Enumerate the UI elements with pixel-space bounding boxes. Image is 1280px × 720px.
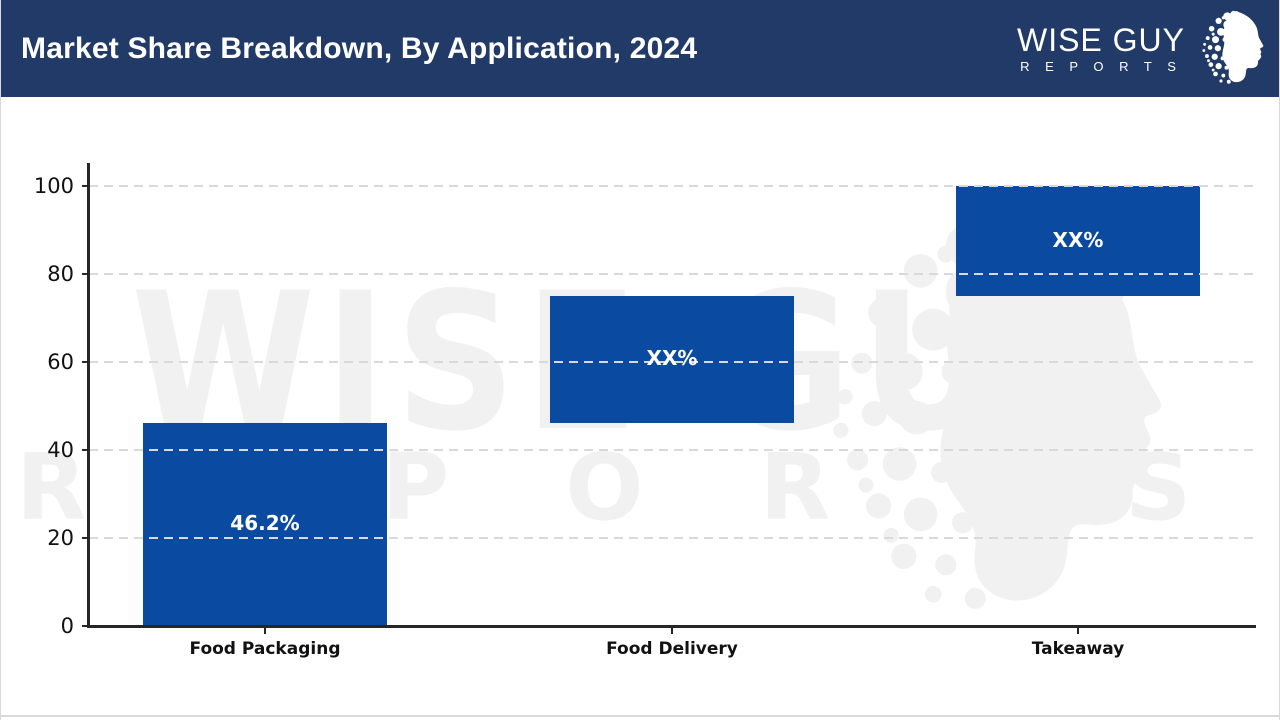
- y-tick-0: [82, 625, 89, 627]
- y-tick-100: [82, 185, 89, 187]
- y-tick-label-40: 40: [47, 438, 74, 462]
- category-label-food-delivery: Food Delivery: [606, 639, 738, 659]
- wise-guy-head-icon: [1202, 10, 1264, 84]
- y-tick-label-100: 100: [33, 174, 74, 198]
- bottom-divider: [1, 715, 1279, 717]
- bar-food-delivery[interactable]: [550, 296, 794, 423]
- gridline-100: [89, 185, 1256, 187]
- y-tick-label-20: 20: [47, 526, 74, 550]
- category-label-takeaway: Takeaway: [1031, 639, 1125, 659]
- y-tick-40: [82, 449, 89, 451]
- bar-value-label: XX%: [1052, 228, 1104, 252]
- header-bar: Market Share Breakdown, By Application, …: [1, 0, 1279, 97]
- x-tick-1: [671, 627, 673, 634]
- x-axis-spine: [87, 625, 1256, 628]
- gridline-20: [89, 537, 1256, 539]
- y-axis-spine: [87, 163, 90, 628]
- y-tick-label-60: 60: [47, 350, 74, 374]
- y-tick-20: [82, 537, 89, 539]
- y-tick-label-0: 0: [60, 614, 74, 638]
- bar-value-label: XX%: [646, 346, 698, 371]
- category-label-food-packaging: Food Packaging: [189, 639, 341, 659]
- logo-wordmark: WISE GUY: [1016, 21, 1185, 58]
- y-tick-60: [82, 361, 89, 363]
- gridline-60: [89, 361, 1256, 363]
- gridline-80: [89, 273, 1256, 275]
- gridline-40: [89, 449, 1256, 451]
- y-tick-80: [82, 273, 89, 275]
- page-title: Market Share Breakdown, By Application, …: [21, 31, 698, 65]
- bar-takeaway[interactable]: [956, 186, 1200, 296]
- bar-food-packaging[interactable]: [143, 422, 387, 626]
- x-tick-2: [1077, 627, 1079, 634]
- bar-value-label: 46.2%: [230, 511, 300, 536]
- x-tick-0: [264, 627, 266, 634]
- logo-text: WISE GUY R E P O R T S: [1017, 23, 1185, 75]
- y-tick-label-80: 80: [47, 262, 74, 286]
- logo-subtitle: R E P O R T S: [1020, 58, 1182, 74]
- wise-guy-logo: WISE GUY R E P O R T S: [1017, 7, 1267, 91]
